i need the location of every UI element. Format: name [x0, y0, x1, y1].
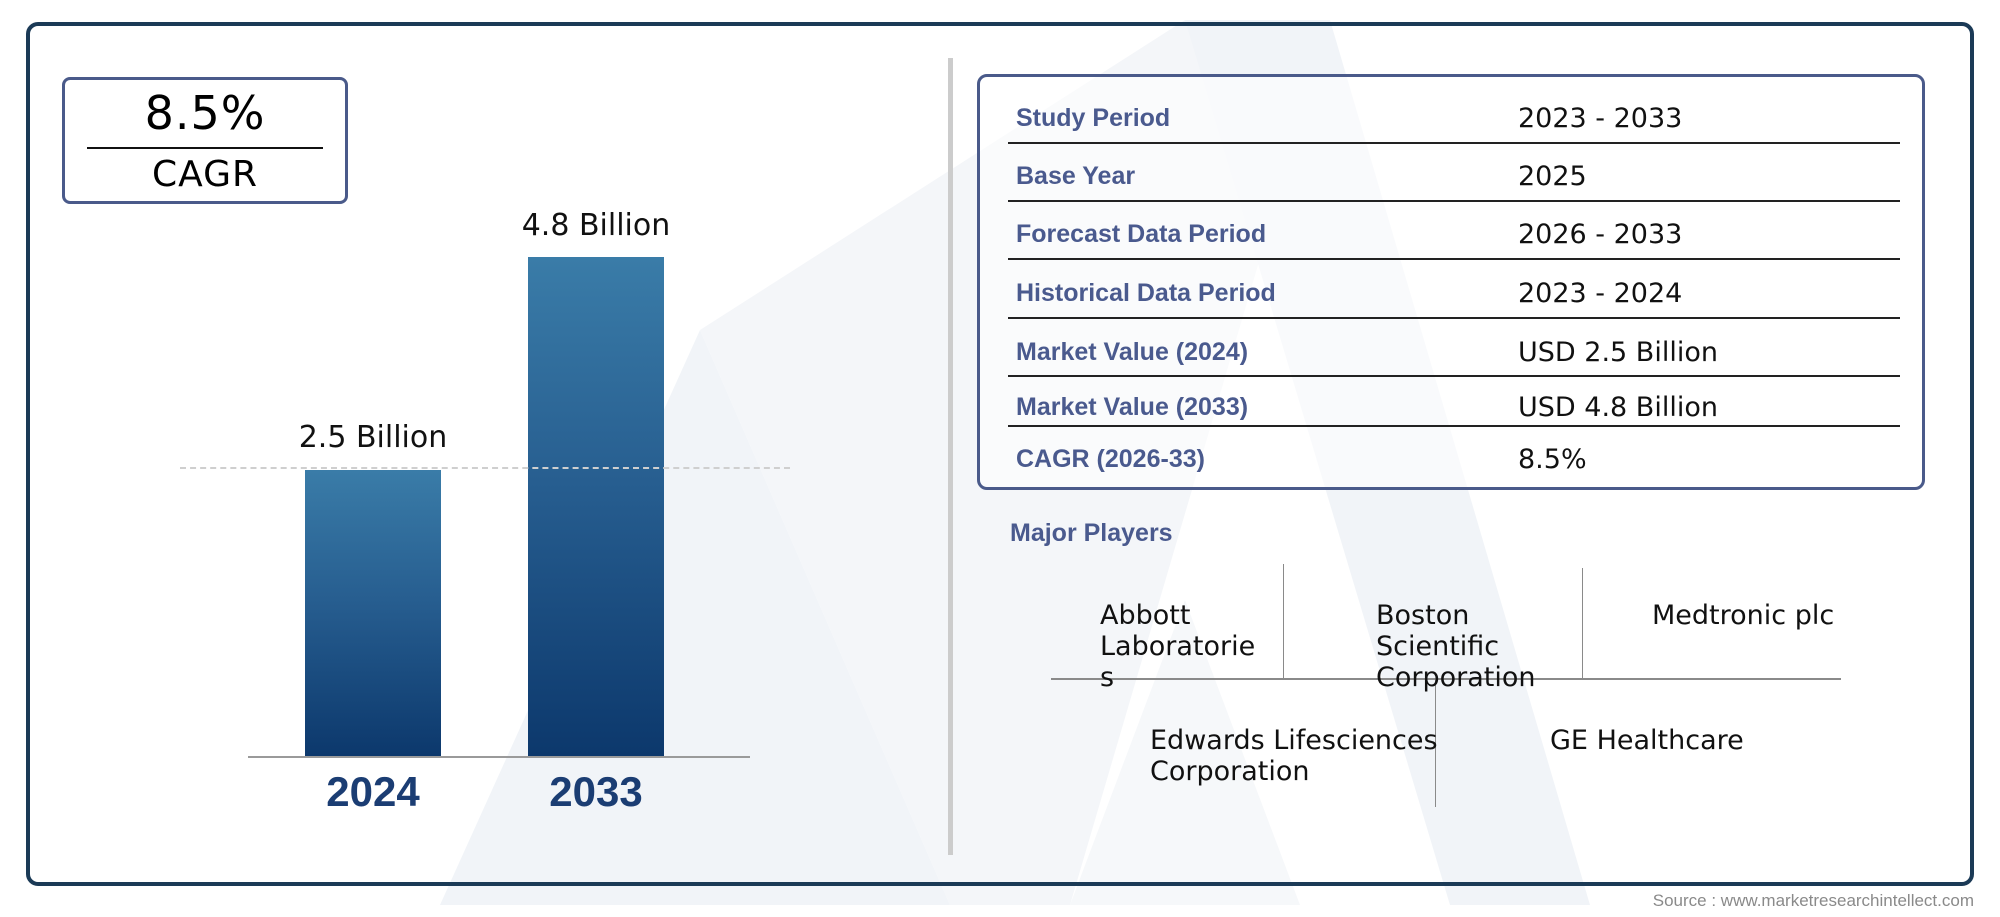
table-row: Market Value (2024) USD 2.5 Billion: [1008, 327, 1900, 377]
table-row: Study Period 2023 - 2033: [1008, 93, 1900, 143]
table-row: Forecast Data Period 2026 - 2033: [1008, 209, 1900, 259]
row-value: USD 2.5 Billion: [1518, 336, 1718, 368]
major-players-heading: Major Players: [1010, 519, 1173, 547]
row-value: 2026 - 2033: [1518, 218, 1683, 250]
x-label-2024: 2024: [326, 768, 420, 815]
cagr-value: 8.5%: [144, 86, 266, 140]
player-edwards-lifesciences: Edwards Lifesciences Corporation: [1150, 725, 1438, 787]
bar-value-label-2024: 2.5 Billion: [298, 420, 448, 455]
row-value: 2025: [1518, 160, 1587, 192]
cagr-label: CAGR: [151, 154, 259, 195]
reference-dashed-line: [180, 467, 790, 469]
player-ge-healthcare: GE Healthcare: [1550, 725, 1744, 756]
x-axis-baseline: [248, 756, 750, 758]
row-divider: [1008, 258, 1900, 260]
cagr-divider: [87, 147, 323, 149]
row-key: Study Period: [1016, 103, 1171, 132]
row-divider: [1008, 200, 1900, 202]
row-key: Base Year: [1016, 161, 1136, 190]
vertical-divider: [948, 58, 953, 855]
row-key: CAGR (2026-33): [1016, 444, 1205, 473]
row-value: 8.5%: [1518, 443, 1587, 475]
bar-value-label-2033: 4.8 Billion: [521, 208, 671, 243]
row-value: 2023 - 2033: [1518, 102, 1683, 134]
row-value: 2023 - 2024: [1518, 277, 1683, 309]
player-abbott: Abbott Laboratorie s: [1100, 600, 1256, 693]
table-row: Historical Data Period 2023 - 2024: [1008, 268, 1900, 318]
bar-2033: [528, 257, 664, 757]
row-divider: [1008, 425, 1900, 427]
row-divider: [1008, 142, 1900, 144]
source-attribution: Source : www.marketresearchintellect.com: [1652, 891, 1974, 910]
row-divider: [1008, 375, 1900, 377]
player-divider: [1283, 564, 1284, 678]
player-divider: [1582, 568, 1583, 678]
row-key: Forecast Data Period: [1016, 219, 1267, 248]
table-row: Base Year 2025: [1008, 151, 1900, 201]
row-divider: [1008, 317, 1900, 319]
player-medtronic: Medtronic plc: [1652, 600, 1835, 631]
market-info-table: Study Period 2023 - 2033 Base Year 2025 …: [977, 74, 1925, 490]
cagr-badge: 8.5% CAGR: [62, 77, 348, 204]
bar-chart: 2.5 Billion 4.8 Billion 2024 2033: [0, 0, 950, 917]
table-row: CAGR (2026-33) 8.5%: [1008, 434, 1900, 484]
row-value: USD 4.8 Billion: [1518, 391, 1718, 423]
row-key: Market Value (2033): [1016, 392, 1249, 421]
row-key: Market Value (2024): [1016, 337, 1249, 366]
row-key: Historical Data Period: [1016, 278, 1276, 307]
x-label-2033: 2033: [549, 768, 643, 815]
bar-2024: [305, 470, 441, 757]
player-boston-scientific: Boston Scientific Corporation: [1376, 600, 1536, 693]
